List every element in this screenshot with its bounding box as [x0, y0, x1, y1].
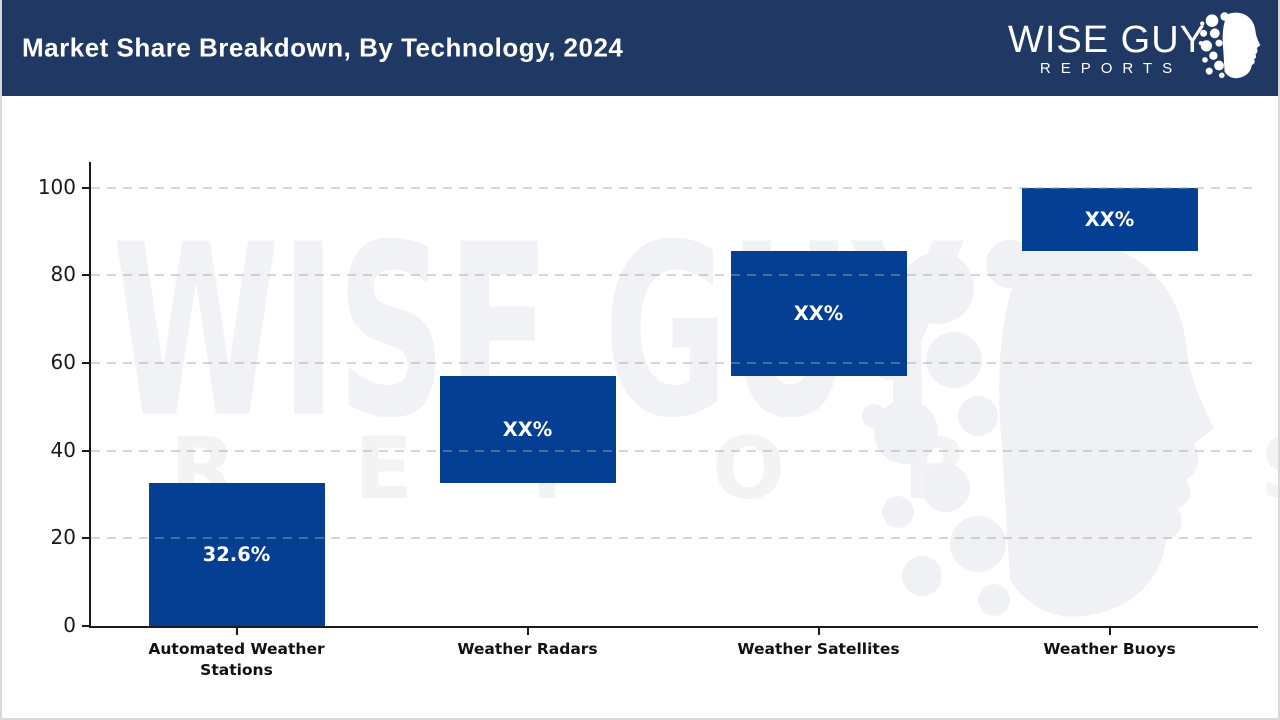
y-gridline — [91, 186, 1258, 189]
x-tick-mark — [817, 628, 820, 635]
y-tick-mark — [82, 361, 90, 364]
head-profile-icon — [1198, 12, 1261, 79]
bar-value-label: XX% — [1084, 207, 1135, 231]
category-label: Weather Satellites — [737, 640, 900, 658]
y-tick-mark — [82, 274, 90, 277]
y-gridline — [91, 361, 1258, 364]
bar-segment: 32.6% — [148, 483, 325, 626]
y-tick-mark — [82, 449, 90, 452]
brand-wordmark: WISE GUY REPORTS — [1008, 21, 1206, 76]
y-gridline — [91, 449, 1258, 452]
brand-reports-text: REPORTS — [1039, 59, 1183, 77]
bar-value-label: XX% — [502, 418, 553, 442]
category-label: Weather Radars — [457, 640, 598, 658]
x-tick-mark — [235, 628, 238, 635]
y-tick-label: 0 — [63, 613, 76, 637]
brand-name-text: WISE GUY — [1007, 18, 1206, 61]
bar-segment: XX% — [730, 251, 907, 377]
bar-value-label: 32.6% — [202, 543, 271, 567]
header-bar: Market Share Breakdown, By Technology, 2… — [2, 0, 1278, 96]
y-axis-line — [89, 162, 91, 628]
y-tick-label: 40 — [50, 437, 76, 462]
bar-value-label: XX% — [793, 302, 844, 326]
x-axis-line — [89, 626, 1258, 628]
brand-logo: WISE GUY REPORTS — [1008, 6, 1268, 90]
x-tick-mark — [1108, 628, 1111, 635]
page-title: Market Share Breakdown, By Technology, 2… — [22, 32, 624, 63]
y-gridline — [91, 274, 1258, 277]
bar-segment: XX% — [1021, 187, 1198, 252]
bar-segment: XX% — [439, 376, 616, 484]
y-tick-mark — [82, 537, 90, 540]
category-label: Automated Weather Stations — [148, 640, 325, 679]
y-tick-label: 20 — [50, 525, 76, 550]
y-tick-label: 60 — [50, 349, 76, 374]
y-gridline — [91, 537, 1258, 540]
y-tick-mark — [82, 625, 90, 627]
y-tick-label: 100 — [37, 174, 76, 199]
y-tick-label: 80 — [50, 262, 76, 287]
y-tick-mark — [82, 186, 90, 189]
x-tick-mark — [526, 628, 529, 635]
category-label: Weather Buoys — [1043, 640, 1176, 658]
